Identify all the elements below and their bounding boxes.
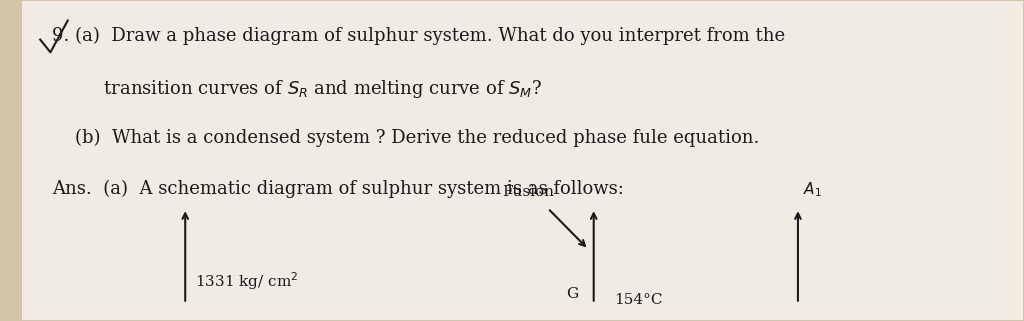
FancyBboxPatch shape [22, 1, 1023, 320]
Text: (b)  What is a condensed system ? Derive the reduced phase fule equation.: (b) What is a condensed system ? Derive … [52, 129, 760, 147]
Text: 154°C: 154°C [614, 293, 663, 307]
Text: 9. (a)  Draw a phase diagram of sulphur system. What do you interpret from the: 9. (a) Draw a phase diagram of sulphur s… [52, 27, 785, 45]
Text: Ans.  (a)  A schematic diagram of sulphur system is as follows:: Ans. (a) A schematic diagram of sulphur … [52, 179, 625, 198]
Text: G: G [566, 287, 579, 301]
Text: $A_1$: $A_1$ [803, 180, 822, 199]
Text: transition curves of $S_R$ and melting curve of $S_M$?: transition curves of $S_R$ and melting c… [52, 78, 543, 100]
Text: Fusion: Fusion [502, 185, 554, 199]
Text: 1331 kg/ cm$^2$: 1331 kg/ cm$^2$ [196, 271, 299, 292]
